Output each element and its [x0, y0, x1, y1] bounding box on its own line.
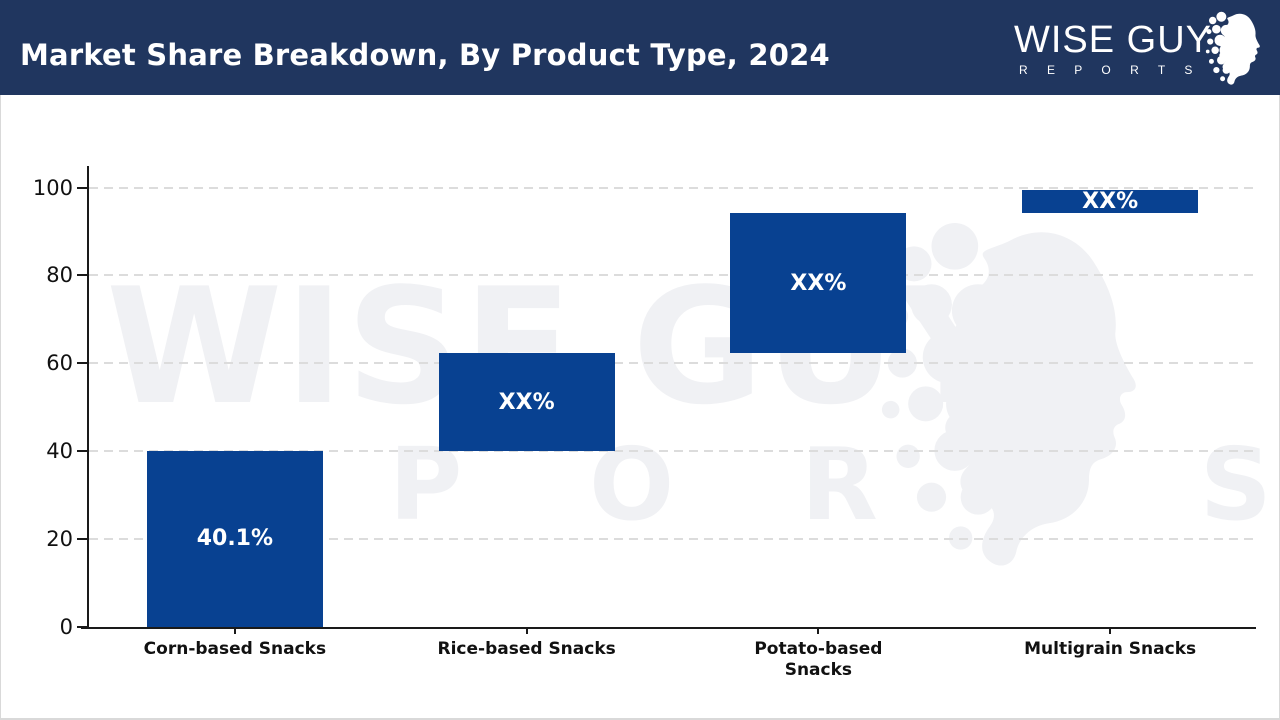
bar: XX% [438, 353, 615, 451]
x-category-label: Corn-based Snacks [143, 639, 327, 659]
y-tick-mark [77, 186, 87, 189]
y-tick-label: 40 [46, 439, 73, 464]
y-tick-label: 60 [46, 351, 73, 376]
y-tick-mark [77, 362, 87, 365]
y-tick-label: 0 [59, 615, 73, 639]
brand-face-icon [1205, 11, 1266, 87]
x-category-label: Rice-based Snacks [437, 639, 616, 659]
chart-area: WISE GUY P O R T S 0 20 40 60 80 100 40.1% Corn… [0, 95, 1280, 720]
y-tick-mark [77, 450, 87, 453]
x-tick-mark [817, 627, 820, 634]
gridline [89, 538, 1256, 541]
y-tick-mark [77, 274, 87, 277]
x-tick-mark [525, 627, 528, 634]
brand-logo: WISE GUY R E P O R T S [1014, 9, 1266, 87]
bar-value-label: XX% [790, 270, 847, 296]
gridline [89, 450, 1256, 453]
bar-value-label: XX% [1082, 188, 1139, 214]
x-category-label: Multigrain Snacks [1024, 639, 1197, 659]
gridline [89, 274, 1256, 277]
y-tick-mark [77, 626, 87, 628]
bar-value-label: 40.1% [196, 526, 274, 552]
plot-area: 0 20 40 60 80 100 40.1% Corn-based Snacks XX% Ric… [33, 166, 1256, 680]
x-axis-spine [81, 627, 1256, 629]
brand-name: WISE GUY [1013, 18, 1212, 61]
y-tick-label: 80 [46, 263, 73, 288]
y-tick-label: 20 [46, 527, 73, 552]
header: Market Share Breakdown, By Product Type,… [0, 0, 1280, 95]
x-tick-mark [1109, 627, 1112, 634]
brand-text: WISE GUY R E P O R T S [1014, 21, 1212, 77]
y-axis-spine [87, 166, 89, 629]
bar-value-label: XX% [498, 389, 555, 415]
bar: XX% [1022, 188, 1199, 214]
gridline [89, 186, 1256, 189]
y-tick-label: 100 [32, 175, 73, 200]
page-title: Market Share Breakdown, By Product Type,… [20, 37, 830, 72]
y-tick-mark [77, 538, 87, 541]
x-category-label: Potato-based Snacks [754, 639, 883, 681]
bar: 40.1% [146, 450, 323, 627]
gridline [89, 362, 1256, 365]
brand-subtitle: R E P O R T S [1018, 62, 1201, 77]
x-tick-mark [233, 627, 236, 634]
bar: XX% [730, 213, 907, 354]
